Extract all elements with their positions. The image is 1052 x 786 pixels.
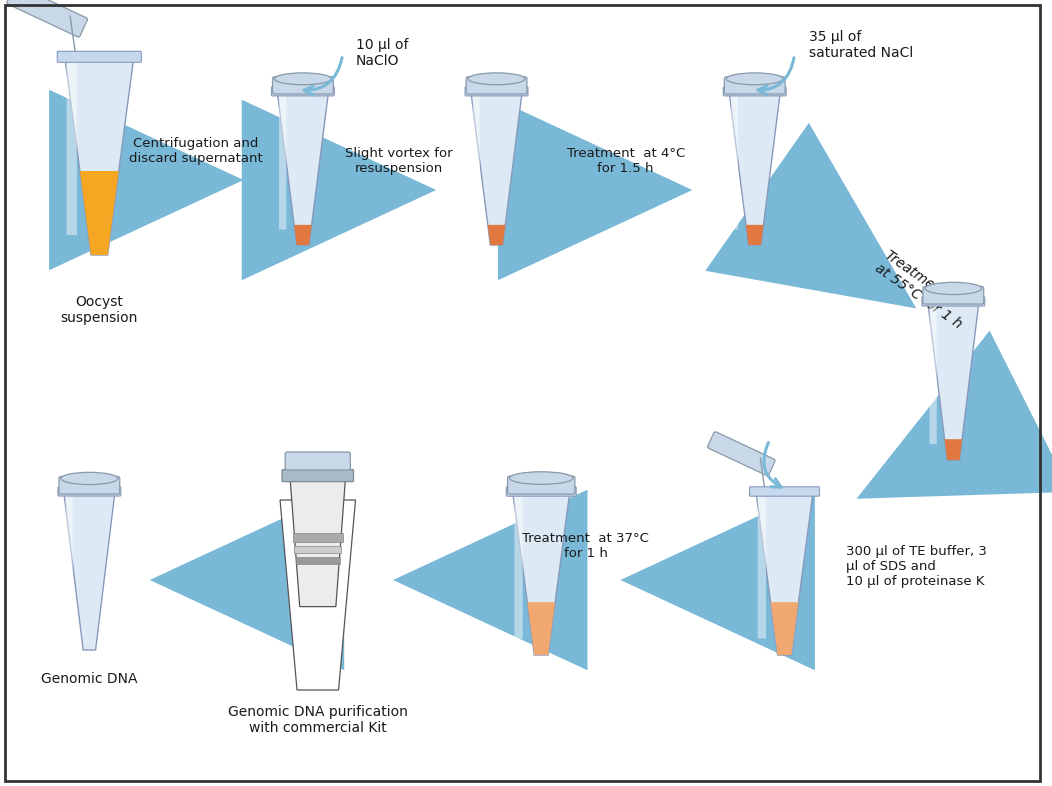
Bar: [296, 557, 340, 564]
Ellipse shape: [275, 73, 331, 85]
FancyBboxPatch shape: [57, 51, 141, 62]
Text: Genomic DNA purification
with commercial Kit: Genomic DNA purification with commercial…: [228, 705, 408, 735]
Polygon shape: [746, 225, 764, 245]
Bar: [292, 532, 343, 542]
Polygon shape: [512, 490, 570, 655]
Polygon shape: [290, 476, 346, 607]
FancyBboxPatch shape: [58, 487, 121, 496]
Text: Oocyst
suspension: Oocyst suspension: [61, 295, 138, 325]
Polygon shape: [488, 225, 505, 245]
FancyBboxPatch shape: [285, 452, 350, 470]
FancyBboxPatch shape: [506, 487, 576, 496]
Polygon shape: [63, 490, 116, 650]
Polygon shape: [514, 492, 523, 638]
Polygon shape: [280, 500, 356, 690]
Polygon shape: [472, 92, 480, 230]
Polygon shape: [470, 90, 523, 245]
Text: 300 μl of TE buffer, 3
μl of SDS and
10 μl of proteinase K: 300 μl of TE buffer, 3 μl of SDS and 10 …: [846, 545, 987, 588]
FancyBboxPatch shape: [507, 476, 574, 494]
Polygon shape: [771, 602, 798, 655]
Ellipse shape: [509, 472, 573, 484]
Polygon shape: [527, 602, 555, 655]
Text: Treatment
at 55°C for 1 h: Treatment at 55°C for 1 h: [872, 248, 973, 332]
Ellipse shape: [468, 73, 525, 85]
Polygon shape: [755, 490, 813, 655]
Ellipse shape: [925, 282, 982, 295]
Polygon shape: [930, 302, 937, 444]
Polygon shape: [66, 57, 77, 235]
Text: 10 μl of
NaClO: 10 μl of NaClO: [356, 38, 408, 68]
Polygon shape: [945, 439, 963, 460]
Polygon shape: [757, 492, 766, 638]
FancyBboxPatch shape: [271, 87, 335, 96]
Text: Slight vortex for
resuspension: Slight vortex for resuspension: [345, 147, 453, 175]
Ellipse shape: [61, 472, 118, 484]
Polygon shape: [277, 90, 328, 245]
FancyBboxPatch shape: [708, 432, 775, 476]
FancyBboxPatch shape: [7, 0, 87, 37]
FancyBboxPatch shape: [282, 469, 353, 482]
Polygon shape: [279, 92, 286, 230]
FancyBboxPatch shape: [923, 286, 984, 304]
Polygon shape: [731, 92, 739, 230]
FancyBboxPatch shape: [725, 77, 785, 94]
Text: Centrifugation and
discard supernatant: Centrifugation and discard supernatant: [128, 137, 263, 165]
Polygon shape: [65, 492, 73, 634]
FancyBboxPatch shape: [724, 87, 786, 96]
Text: Genomic DNA: Genomic DNA: [41, 672, 138, 686]
Polygon shape: [64, 55, 134, 255]
Text: 35 μl of
saturated NaCl: 35 μl of saturated NaCl: [809, 30, 913, 61]
FancyBboxPatch shape: [59, 476, 120, 494]
Polygon shape: [928, 300, 979, 460]
Polygon shape: [80, 171, 119, 255]
FancyBboxPatch shape: [272, 77, 333, 94]
FancyBboxPatch shape: [466, 77, 527, 94]
Polygon shape: [729, 90, 781, 245]
Bar: [295, 545, 342, 553]
Polygon shape: [295, 225, 311, 245]
Ellipse shape: [726, 73, 783, 85]
FancyBboxPatch shape: [750, 487, 820, 496]
FancyBboxPatch shape: [922, 297, 985, 306]
FancyBboxPatch shape: [465, 87, 528, 96]
Text: Treatment  at 4°C
for 1.5 h: Treatment at 4°C for 1.5 h: [567, 147, 685, 175]
Text: Treatment  at 37°C
for 1 h: Treatment at 37°C for 1 h: [523, 532, 649, 560]
